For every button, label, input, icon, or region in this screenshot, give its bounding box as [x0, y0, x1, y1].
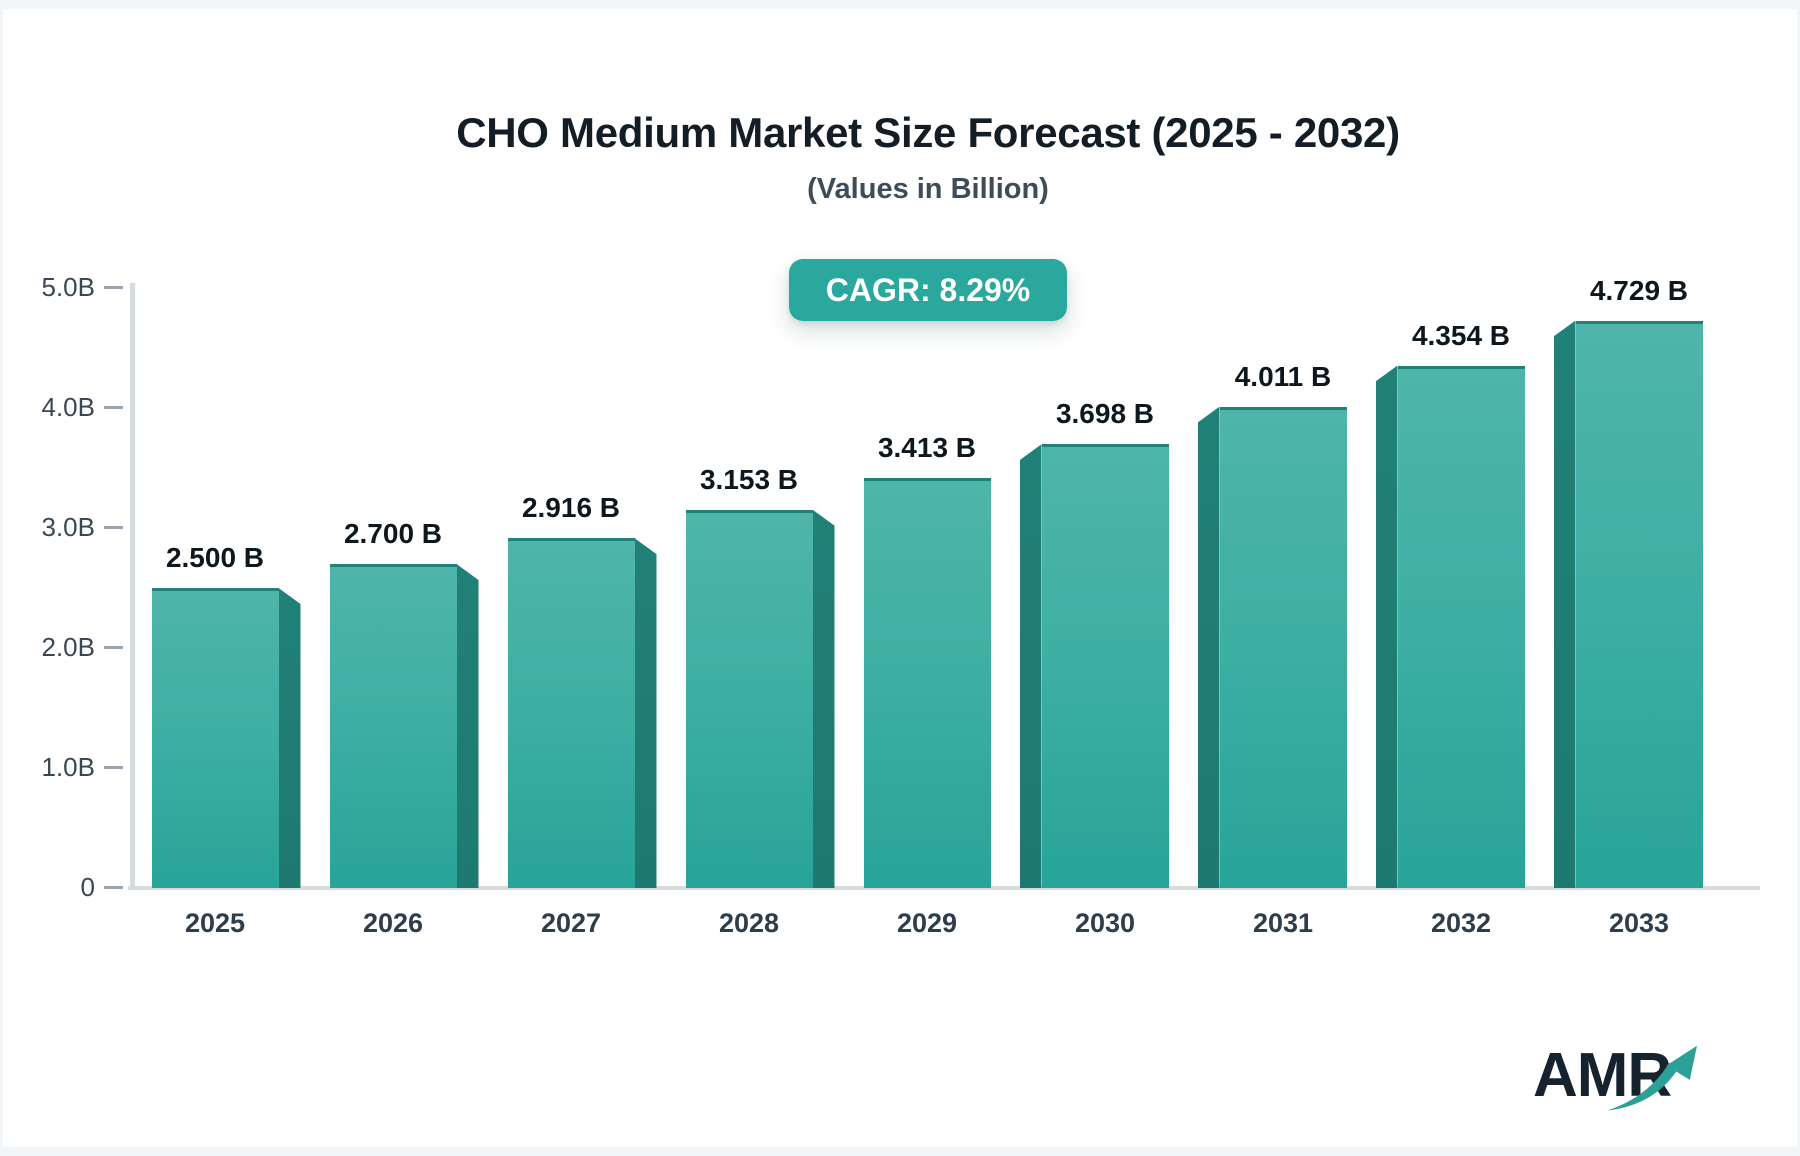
bar-side-face: [1375, 365, 1398, 888]
bar-value-label: 4.011 B: [1234, 360, 1332, 392]
bar-2027: [507, 538, 635, 888]
x-tick-label: 2030: [1074, 908, 1136, 938]
x-tick-label: 2028: [718, 908, 780, 938]
bar-2030: [1041, 444, 1169, 888]
y-tick-label: 1.0B: [41, 752, 96, 782]
bar-value-label: 2.500 B: [165, 542, 265, 573]
amr-logo-text: AMR: [1533, 1041, 1672, 1110]
y-tick-dash: [104, 406, 123, 409]
x-axis-line: [128, 886, 1760, 890]
x-tick-label: 2032: [1430, 908, 1492, 938]
bar-side-face: [1553, 320, 1576, 888]
y-tick-dash: [104, 766, 123, 769]
bar-value-label: 4.729 B: [1589, 274, 1689, 306]
x-tick-label: 2029: [896, 908, 958, 938]
bar-value-label: 3.698 B: [1055, 398, 1155, 430]
y-tick-label: 5.0B: [41, 272, 96, 302]
bar-2029: [863, 478, 991, 888]
bar-side-face: [812, 509, 835, 888]
y-axis-line: [130, 283, 135, 890]
bar-2026: [329, 564, 457, 888]
y-tick-label: 4.0B: [41, 392, 96, 422]
y-tick-dash: [104, 886, 123, 889]
chart-title: CHO Medium Market Size Forecast (2025 - …: [456, 109, 1400, 156]
y-tick-dash: [104, 286, 123, 289]
y-tick-dash: [104, 646, 123, 649]
bar-side-face: [1197, 406, 1220, 888]
y-tick-label: 0: [80, 872, 95, 902]
bar-side-face: [278, 588, 301, 888]
growth-arrow-icon: [1607, 1045, 1697, 1111]
y-tick-dash: [104, 526, 123, 529]
bar-side-face: [456, 564, 479, 888]
bar-value-label: 2.700 B: [343, 518, 443, 549]
bar-side-face: [1019, 444, 1042, 888]
bar-2032: [1397, 365, 1525, 888]
amr-logo: AMR: [1533, 1033, 1793, 1129]
bar-side-face: [634, 538, 657, 888]
x-tick-label: 2031: [1252, 908, 1314, 938]
cagr-badge: CAGR: 8.29%: [789, 259, 1067, 321]
chart-subtitle: (Values in Billion): [807, 173, 1049, 205]
x-tick-label: 2025: [184, 908, 246, 938]
bar-2033: [1575, 320, 1703, 888]
bar-2031: [1219, 406, 1347, 888]
bar-value-label: 4.354 B: [1411, 319, 1511, 351]
bar-value-label: 2.916 B: [521, 492, 621, 524]
bar-value-label: 3.153 B: [699, 463, 799, 495]
y-tick-label: 3.0B: [41, 512, 96, 542]
bar-2028: [685, 509, 813, 888]
x-tick-label: 2026: [362, 908, 424, 938]
bar-2025: [151, 588, 279, 888]
bar-value-label: 3.413 B: [877, 432, 977, 464]
x-tick-label: 2027: [540, 908, 602, 938]
y-tick-label: 2.0B: [41, 632, 96, 662]
x-tick-label: 2033: [1608, 908, 1670, 938]
